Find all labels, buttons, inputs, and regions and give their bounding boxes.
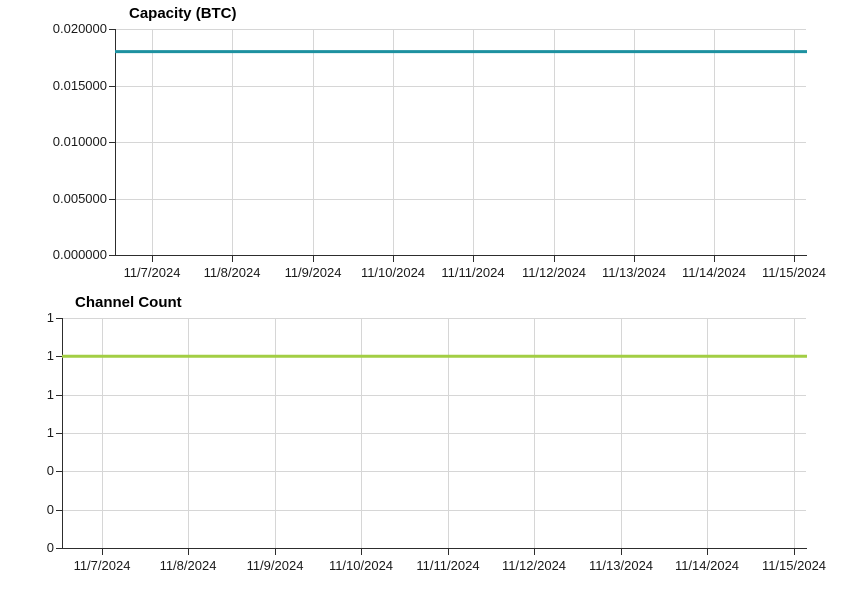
y-axis-tick [109,142,115,143]
x-axis-tick [232,256,233,262]
y-tick-label: 0.020000 [52,21,107,36]
gridline-vertical [188,318,189,548]
y-axis-tick [109,199,115,200]
y-tick-label: 0 [46,540,54,555]
x-axis-tick [361,549,362,555]
gridline-vertical [794,318,795,548]
x-axis-tick [102,549,103,555]
gridline-vertical [393,29,394,255]
y-axis-tick [56,510,62,511]
x-axis-tick [634,256,635,262]
plot-area [115,29,807,256]
x-axis-tick [473,256,474,262]
x-tick-label: 11/9/2024 [246,558,304,573]
gridline-horizontal [63,433,806,434]
gridline-vertical [534,318,535,548]
x-tick-label: 11/13/2024 [601,265,667,280]
x-tick-label: 11/7/2024 [73,558,131,573]
y-tick-label: 0.000000 [52,247,107,262]
x-tick-label: 11/8/2024 [159,558,217,573]
gridline-horizontal [116,142,806,143]
x-tick-label: 11/14/2024 [681,265,747,280]
x-axis-tick [621,549,622,555]
x-axis-tick [794,549,795,555]
x-tick-label: 11/10/2024 [360,265,426,280]
y-tick-label: 1 [46,425,54,440]
gridline-horizontal [63,318,806,319]
x-axis-tick [188,549,189,555]
x-tick-label: 11/12/2024 [521,265,587,280]
y-tick-label: 1 [46,348,54,363]
gridline-horizontal [116,29,806,30]
gridline-vertical [152,29,153,255]
gridline-vertical [621,318,622,548]
channel-count-chart-title: Channel Count [75,294,182,311]
plot-area [62,318,807,549]
gridline-horizontal [116,86,806,87]
gridline-horizontal [63,510,806,511]
gridline-horizontal [63,395,806,396]
y-axis-tick [56,395,62,396]
gridline-vertical [361,318,362,548]
x-axis-tick [393,256,394,262]
x-axis-tick [534,549,535,555]
y-tick-label: 0.010000 [52,134,107,149]
y-tick-label: 0 [46,463,54,478]
x-tick-label: 11/15/2024 [761,558,827,573]
gridline-vertical [102,318,103,548]
x-axis-tick [714,256,715,262]
y-axis-tick [109,29,115,30]
y-axis-tick [56,433,62,434]
y-axis-tick [109,255,115,256]
gridline-horizontal [116,199,806,200]
x-axis-tick [707,549,708,555]
y-axis-tick [109,86,115,87]
x-axis-tick [794,256,795,262]
x-tick-label: 11/14/2024 [674,558,740,573]
x-tick-label: 11/9/2024 [284,265,342,280]
x-tick-label: 11/13/2024 [588,558,654,573]
gridline-vertical [554,29,555,255]
gridline-horizontal [63,471,806,472]
gridline-vertical [232,29,233,255]
x-axis-tick [448,549,449,555]
x-axis-tick [275,549,276,555]
gridline-vertical [707,318,708,548]
x-tick-label: 11/11/2024 [416,558,480,573]
gridline-vertical [794,29,795,255]
x-tick-label: 11/15/2024 [761,265,827,280]
x-axis-tick [152,256,153,262]
gridline-vertical [634,29,635,255]
capacity-chart-title: Capacity (BTC) [129,5,237,22]
y-axis-tick [56,548,62,549]
gridline-vertical [275,318,276,548]
y-tick-label: 1 [46,310,54,325]
gridline-vertical [473,29,474,255]
y-axis-tick [56,318,62,319]
y-axis-tick [56,356,62,357]
x-tick-label: 11/11/2024 [441,265,505,280]
x-axis-tick [554,256,555,262]
gridline-vertical [448,318,449,548]
x-axis-tick [313,256,314,262]
gridline-vertical [313,29,314,255]
y-tick-label: 1 [46,387,54,402]
gridline-vertical [714,29,715,255]
x-tick-label: 11/10/2024 [328,558,394,573]
x-tick-label: 11/7/2024 [123,265,181,280]
y-tick-label: 0.015000 [52,78,107,93]
y-tick-label: 0 [46,502,54,517]
y-tick-label: 0.005000 [52,191,107,206]
x-tick-label: 11/12/2024 [501,558,567,573]
x-tick-label: 11/8/2024 [203,265,261,280]
y-axis-tick [56,471,62,472]
